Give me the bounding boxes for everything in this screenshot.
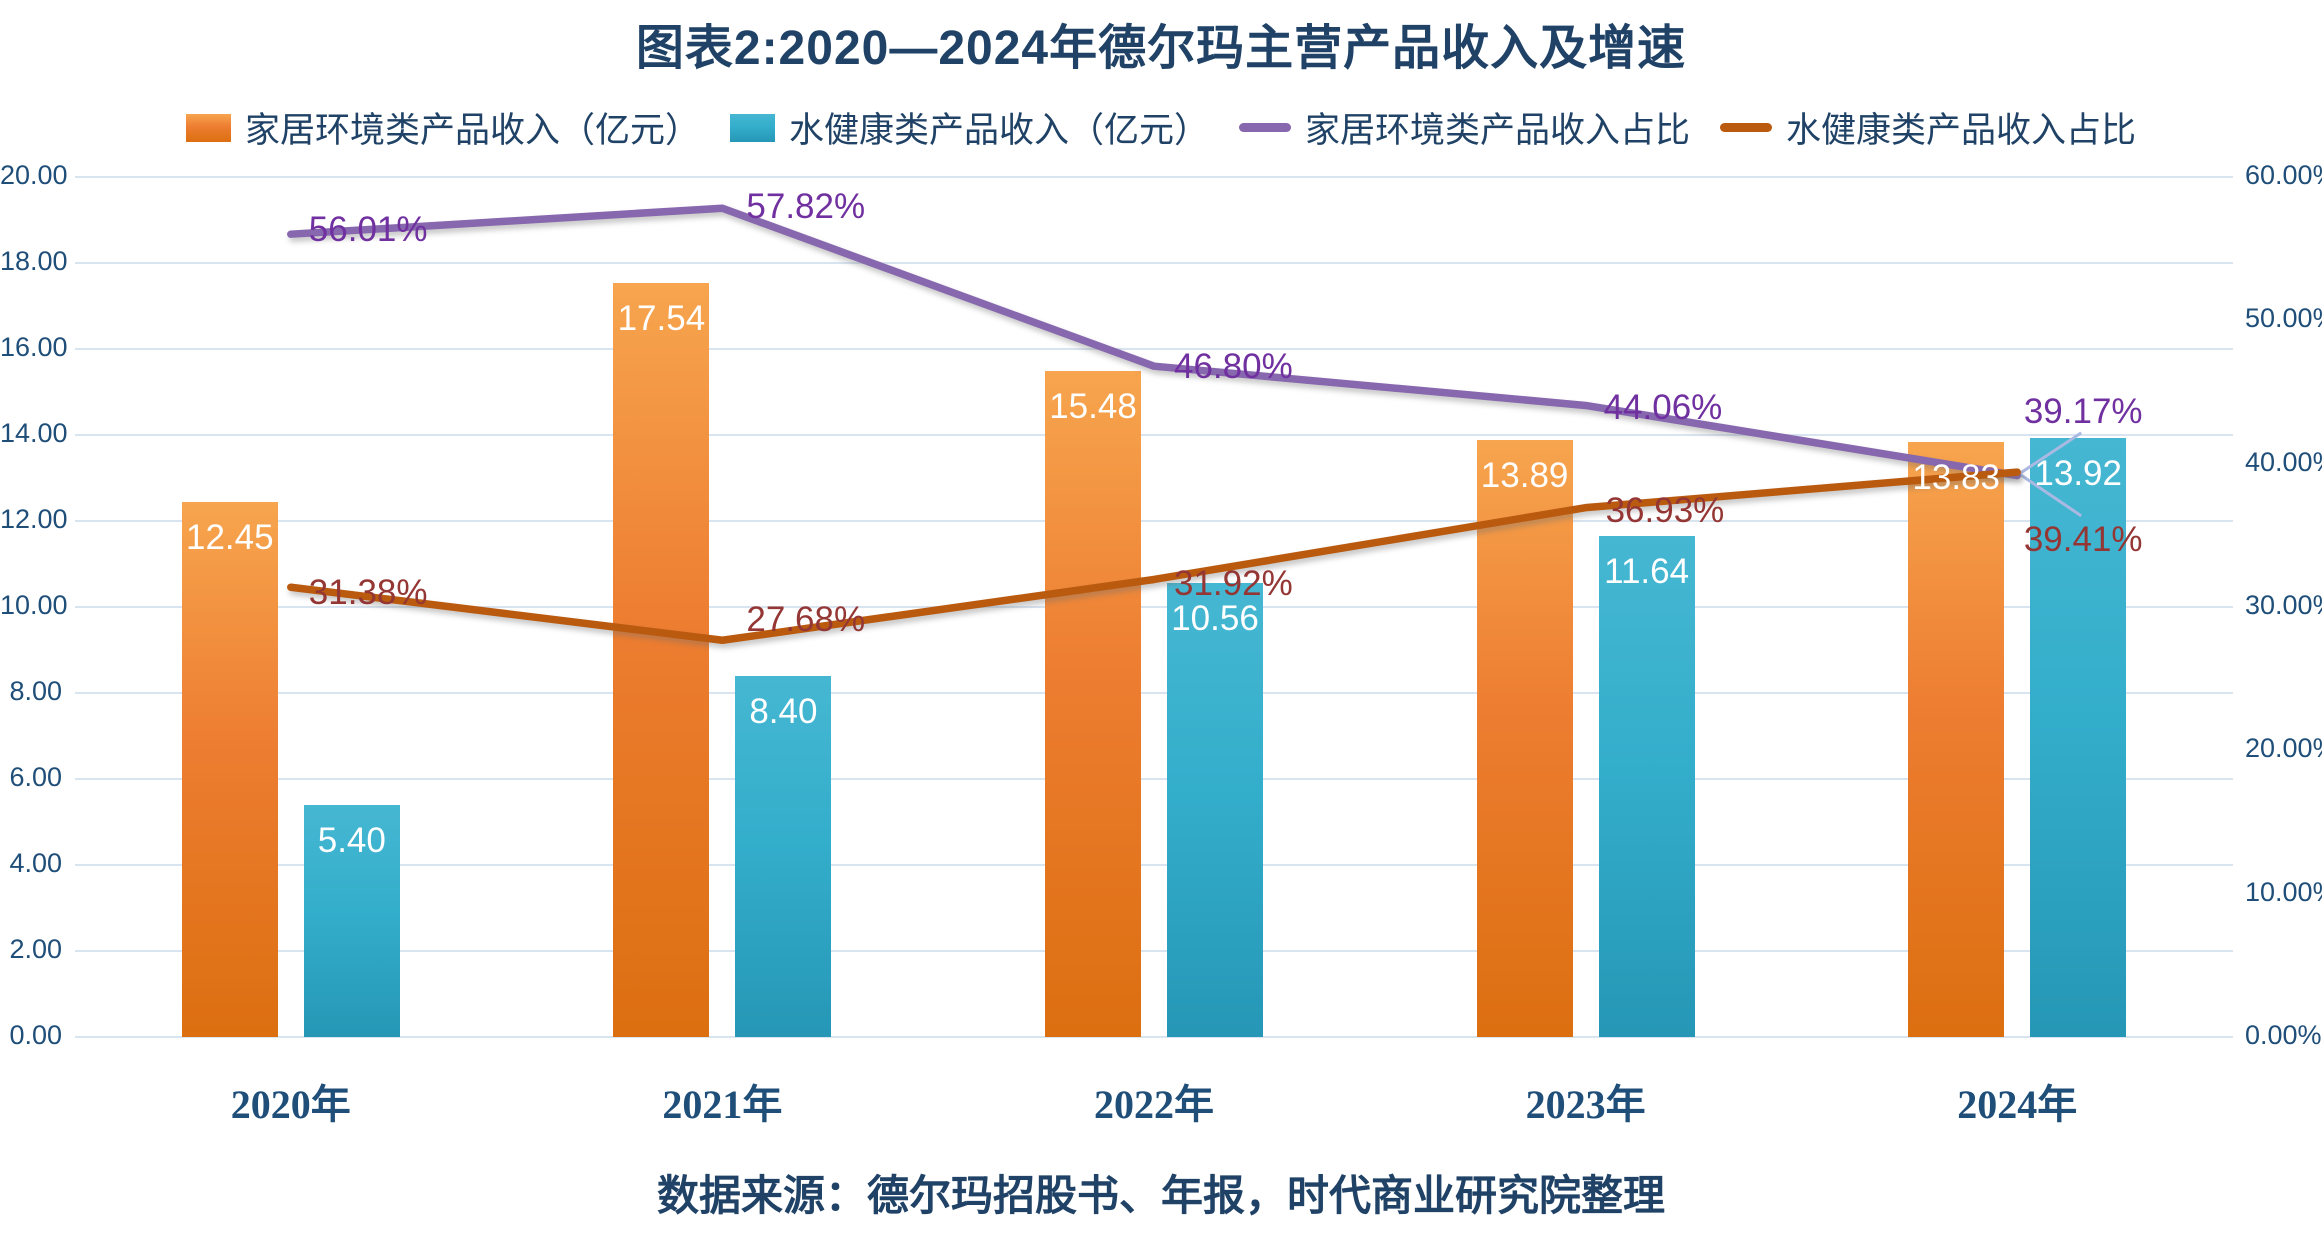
- gridline: [75, 348, 2233, 350]
- legend-line-water-share-icon: [1720, 123, 1773, 132]
- legend-item-home-share: 家居环境类产品收入占比: [1239, 102, 1690, 153]
- bar-water-revenue-2022年: [1167, 582, 1263, 1037]
- legend-label-water-revenue: 水健康类产品收入（亿元）: [788, 111, 1209, 150]
- legend-item-home-revenue: 家居环境类产品收入（亿元）: [185, 102, 700, 153]
- bar-value-label-water-revenue: 11.64: [1604, 552, 1690, 592]
- line-data-label-home-share: 57.82%: [746, 187, 866, 227]
- right-axis-tick-label: 30.00%: [2245, 590, 2322, 620]
- bar-value-label-home-revenue: 13.89: [1480, 455, 1569, 495]
- gridline: [75, 692, 2233, 694]
- bar-home-revenue-2020年: [181, 501, 278, 1037]
- gridline: [75, 176, 2233, 178]
- line-data-label-water-share: 36.93%: [1605, 490, 1725, 530]
- gridline: [75, 606, 2233, 608]
- line-data-label-home-share: 56.01%: [308, 210, 428, 250]
- bar-value-label-home-revenue: 12.45: [186, 517, 274, 557]
- bar-home-revenue-2024年: [1908, 442, 2005, 1037]
- bar-home-revenue-2022年: [1045, 371, 1141, 1037]
- bar-water-revenue-2021年: [735, 675, 832, 1037]
- bar-water-revenue-2020年: [303, 804, 400, 1037]
- bar-home-revenue-2021年: [613, 282, 710, 1037]
- legend-item-water-share: 水健康类产品收入占比: [1720, 102, 2136, 153]
- bar-value-label-home-revenue: 13.83: [1912, 458, 2000, 498]
- leader-line: [2018, 431, 2083, 476]
- legend-swatch-water-revenue-icon: [729, 113, 775, 142]
- x-axis-category-label: 2022年: [1094, 1082, 1214, 1127]
- line-data-label-water-share: 39.41%: [2023, 520, 2143, 560]
- source-note: 数据来源：德尔玛招股书、年报，时代商业研究院整理: [656, 1174, 1665, 1220]
- gridline: [75, 520, 2233, 522]
- left-axis-tick-label: 6.00: [9, 762, 62, 792]
- line-home-share: [287, 204, 2021, 480]
- x-axis-category-label: 2024年: [1957, 1082, 2078, 1127]
- chart-legend: 家居环境类产品收入（亿元） 水健康类产品收入（亿元） 家居环境类产品收入占比 水…: [0, 102, 2322, 153]
- gridline: [75, 262, 2233, 264]
- left-axis-tick-label: 2.00: [9, 934, 62, 964]
- gridline: [75, 434, 2233, 436]
- gridline: [75, 778, 2233, 780]
- line-data-label-water-share: 27.68%: [746, 600, 866, 640]
- chart-title: 图表2:2020—2024年德尔玛主营产品收入及增速: [635, 22, 1687, 75]
- legend-label-water-share: 水健康类产品收入占比: [1786, 111, 2137, 150]
- x-axis-category-label: 2021年: [662, 1082, 783, 1127]
- bar-home-revenue-2023年: [1476, 439, 1573, 1037]
- x-axis-category-label: 2023年: [1525, 1082, 1646, 1127]
- bar-value-label-water-revenue: 8.40: [749, 691, 818, 731]
- legend-label-home-revenue: 家居环境类产品收入（亿元）: [244, 111, 700, 150]
- bar-water-revenue-2024年: [2030, 438, 2127, 1037]
- bar-value-label-home-revenue: 15.48: [1049, 387, 1137, 427]
- right-axis-tick-label: 40.00%: [2245, 446, 2322, 477]
- left-axis-tick-label: 14.00: [0, 418, 68, 448]
- line-data-label-home-share: 46.80%: [1174, 347, 1293, 387]
- line-data-label-home-share: 39.17%: [2023, 391, 2143, 431]
- line-data-label-water-share: 31.92%: [1174, 564, 1293, 604]
- legend-label-home-share: 家居环境类产品收入占比: [1305, 111, 1691, 150]
- line-water-share: [287, 468, 2021, 645]
- gridline: [75, 950, 2233, 952]
- left-axis-tick-label: 18.00: [0, 246, 68, 276]
- gridline: [75, 1036, 2233, 1038]
- leader-line: [2018, 472, 2083, 518]
- right-axis-tick-label: 60.00%: [2245, 160, 2322, 190]
- bar-water-revenue-2023年: [1598, 536, 1695, 1037]
- legend-line-home-share-icon: [1239, 123, 1291, 132]
- line-data-label-water-share: 31.38%: [308, 573, 428, 613]
- bar-value-label-home-revenue: 17.54: [617, 298, 706, 338]
- left-axis-tick-label: 20.00: [0, 160, 68, 190]
- left-axis-tick-label: 4.00: [9, 848, 62, 878]
- gridline: [75, 864, 2233, 866]
- legend-swatch-home-revenue-icon: [185, 113, 231, 142]
- left-axis-tick-label: 12.00: [0, 504, 68, 534]
- line-data-label-home-share: 44.06%: [1603, 388, 1723, 428]
- left-axis-tick-label: 10.00: [0, 590, 68, 620]
- right-axis-tick-label: 10.00%: [2245, 876, 2322, 907]
- left-axis-tick-label: 16.00: [0, 332, 68, 362]
- bar-value-label-water-revenue: 10.56: [1171, 598, 1259, 638]
- bar-value-label-water-revenue: 5.40: [317, 820, 386, 860]
- legend-item-water-revenue: 水健康类产品收入（亿元）: [729, 102, 1209, 153]
- left-axis-tick-label: 8.00: [9, 676, 62, 706]
- right-axis-tick-label: 0.00%: [2245, 1020, 2322, 1050]
- right-axis-tick-label: 50.00%: [2245, 303, 2322, 334]
- bar-value-label-water-revenue: 13.92: [2034, 454, 2122, 494]
- x-axis-category-label: 2020年: [230, 1082, 351, 1127]
- right-axis-tick-label: 20.00%: [2245, 733, 2322, 764]
- left-axis-tick-label: 0.00: [9, 1020, 62, 1050]
